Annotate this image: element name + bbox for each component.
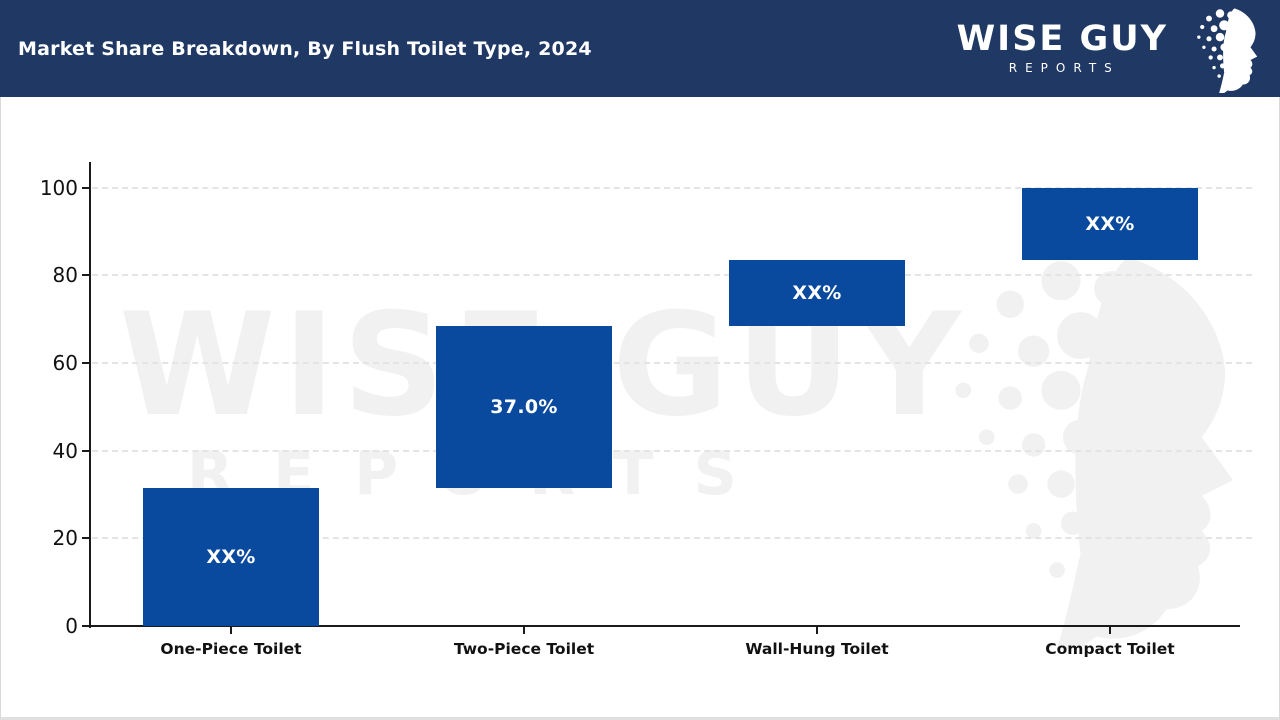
x-axis-category-label: One-Piece Toilet [160, 640, 302, 658]
x-axis [88, 625, 1240, 627]
bar-wall-hung-toilet: XX% [729, 259, 905, 326]
x-axis-tick [523, 627, 525, 634]
bar-value-label: XX% [206, 545, 256, 568]
y-tick-label: 40 [52, 438, 78, 463]
y-tick-label: 60 [52, 350, 78, 375]
x-axis-tick [816, 627, 818, 634]
x-axis-tick [1109, 627, 1111, 634]
x-axis-tick [230, 627, 232, 634]
y-axis [89, 162, 91, 628]
x-axis-category-label: Compact Toilet [1045, 640, 1175, 658]
logo-wordmark: WISE GUY REPORTS [956, 19, 1168, 76]
x-axis-category-label: Wall-Hung Toilet [745, 640, 889, 658]
gridline [92, 537, 1252, 540]
bar-one-piece-toilet: XX% [143, 487, 319, 626]
y-axis-tick [82, 361, 90, 364]
gridline [92, 361, 1252, 364]
brand-logo: WISE GUY REPORTS [957, 5, 1280, 93]
bar-value-label: XX% [792, 281, 842, 304]
y-tick-label: 80 [52, 263, 78, 288]
y-tick-label: 0 [65, 614, 78, 638]
logo-wordmark-line2: REPORTS [1008, 61, 1120, 75]
bar-value-label: 37.0% [490, 395, 558, 418]
y-axis-tick [82, 186, 90, 189]
header: Market Share Breakdown, By Flush Toilet … [0, 0, 1280, 97]
gridline [92, 186, 1252, 189]
gridline [92, 449, 1252, 452]
gridline [92, 274, 1252, 277]
logo-wordmark-line1: WISE GUY [956, 19, 1168, 59]
bar-compact-toilet: XX% [1022, 187, 1198, 260]
y-tick-label: 20 [52, 526, 78, 551]
y-axis-tick [82, 274, 90, 277]
y-tick-label: 100 [39, 175, 78, 200]
y-axis-tick [82, 449, 90, 452]
page-title: Market Share Breakdown, By Flush Toilet … [18, 37, 592, 60]
y-axis-tick [82, 537, 90, 540]
bar-value-label: XX% [1085, 212, 1135, 235]
bar-two-piece-toilet: 37.0% [436, 325, 612, 488]
y-axis-tick [82, 625, 90, 627]
x-axis-category-label: Two-Piece Toilet [453, 640, 595, 658]
